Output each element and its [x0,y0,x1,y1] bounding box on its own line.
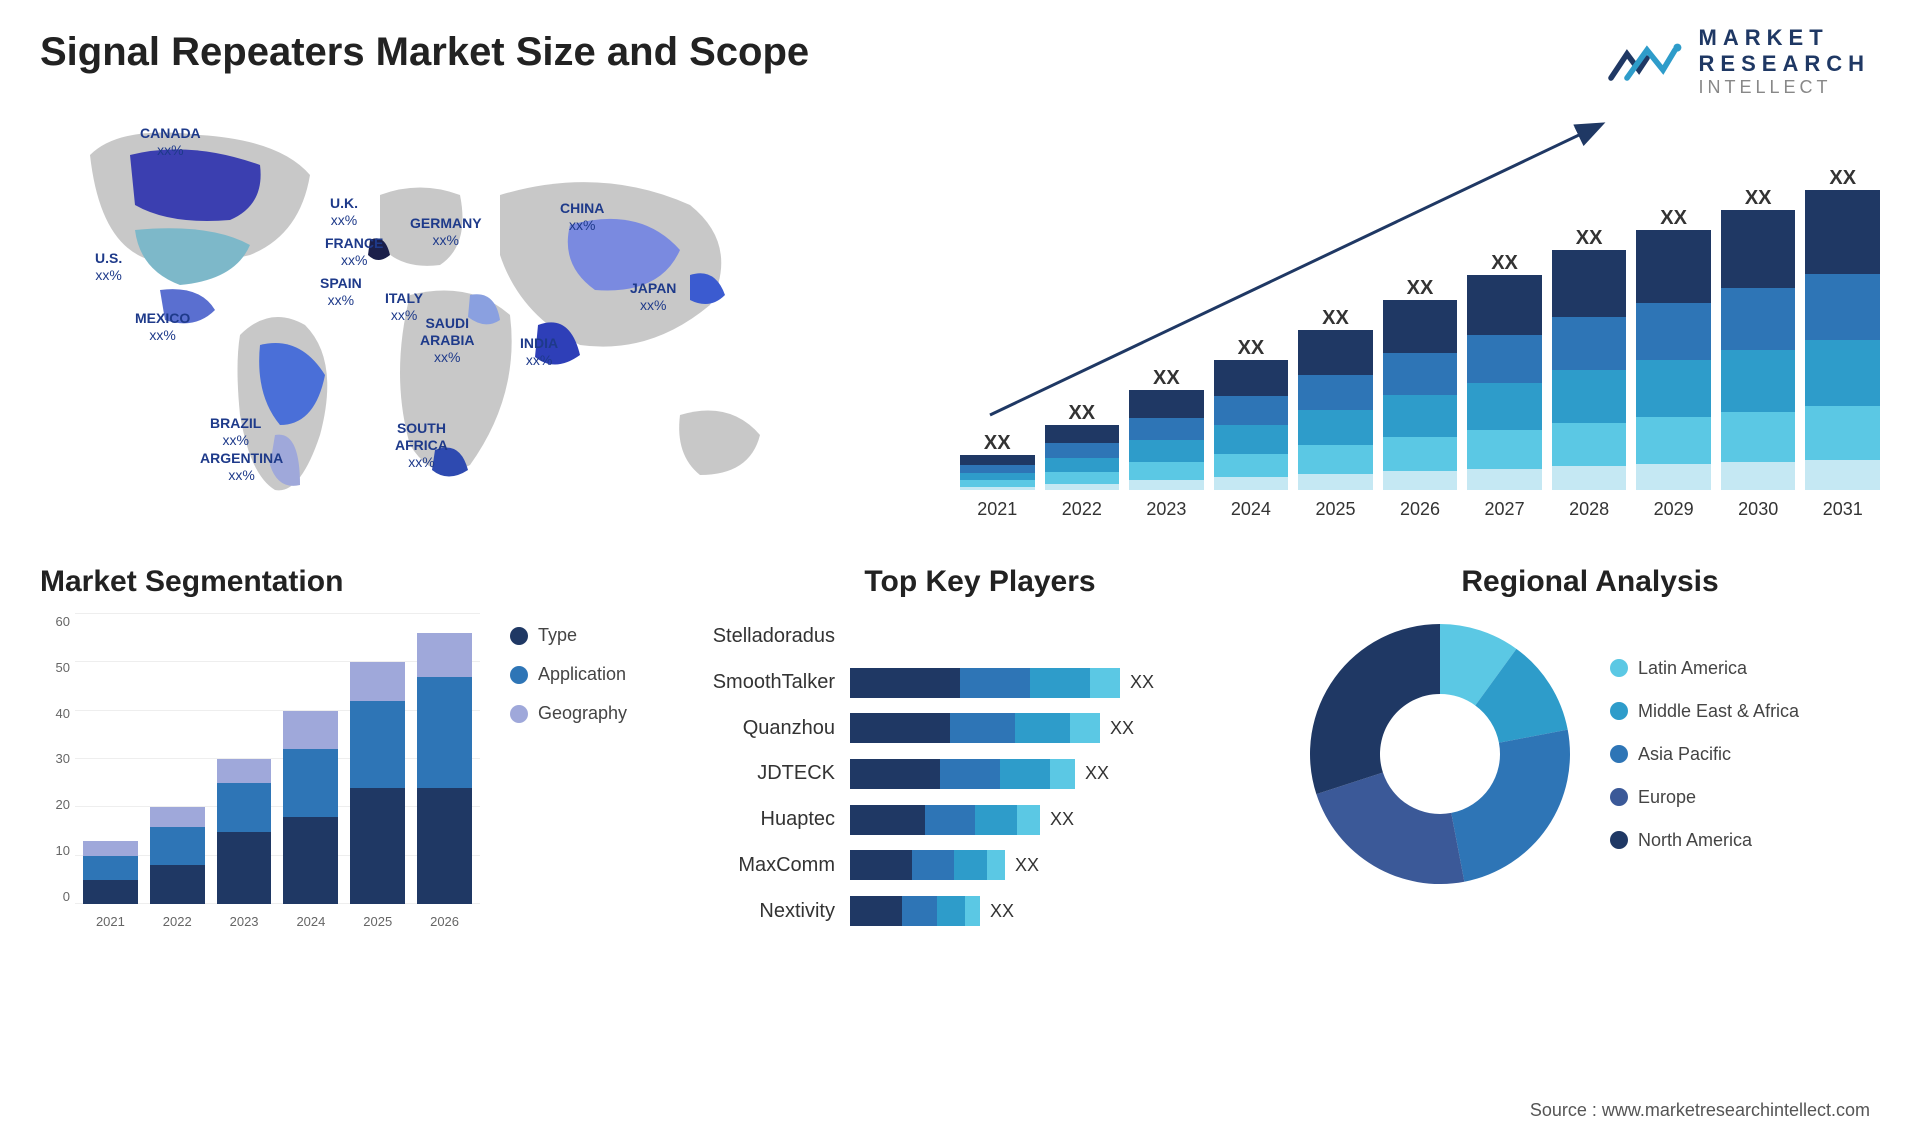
seg-bar-2023 [217,759,272,904]
growth-bar-2025: XX [1298,330,1373,490]
map-label-germany: GERMANYxx% [410,215,482,249]
kp-label-quanzhou: Quanzhou [690,717,850,740]
legend-geography: Geography [510,703,627,724]
donut-slice-europe [1316,773,1464,884]
kp-row-quanzhou: XX [850,712,1270,744]
region-legend-asia-pacific: Asia Pacific [1610,744,1799,765]
kp-row-huaptec: XX [850,804,1270,836]
keyplayers-section: Top Key Players Stelladoradus SmoothTalke… [690,565,1270,945]
logo-icon [1607,32,1687,92]
seg-bar-2022 [150,807,205,904]
map-label-france: FRANCExx% [325,235,383,269]
logo-line1: MARKET [1699,25,1870,51]
segmentation-section: Market Segmentation 0102030405060 202120… [40,565,660,945]
growth-bar-2031: XX [1805,190,1880,490]
region-legend-middle-east---africa: Middle East & Africa [1610,701,1799,722]
regional-title: Regional Analysis [1300,565,1880,599]
map-label-japan: JAPANxx% [630,280,676,314]
map-label-mexico: MEXICOxx% [135,310,190,344]
map-label-spain: SPAINxx% [320,275,362,309]
donut-chart [1300,614,1580,894]
region-legend-europe: Europe [1610,787,1799,808]
kp-label-stelladoradus: Stelladoradus [690,625,850,648]
growth-bar-2021: XX [960,455,1035,490]
growth-bar-2029: XX [1636,230,1711,490]
source-text: Source : www.marketresearchintellect.com [1530,1100,1870,1121]
seg-bar-2025 [350,662,405,904]
regional-legend: Latin America Middle East & Africa Asia Pa… [1610,658,1799,851]
region-legend-latin-america: Latin America [1610,658,1799,679]
region-legend-north-america: North America [1610,830,1799,851]
map-label-canada: CANADAxx% [140,125,201,159]
seg-bar-2026 [417,633,472,904]
seg-bar-2024 [283,711,338,904]
growth-bar-2028: XX [1552,250,1627,490]
growth-bar-2030: XX [1721,210,1796,490]
growth-bar-2023: XX [1129,390,1204,490]
seg-bar-2021 [83,841,138,904]
segmentation-legend: Type Application Geography [510,625,627,724]
map-label-uk: U.K.xx% [330,195,358,229]
kp-row-maxcomm: XX [850,849,1270,881]
kp-label-huaptec: Huaptec [690,808,850,831]
kp-row-nextivity: XX [850,895,1270,927]
growth-bar-2026: XX [1383,300,1458,490]
kp-label-nextivity: Nextivity [690,900,850,923]
segmentation-chart: 0102030405060 202120222023202420252026 [40,614,480,934]
map-label-china: CHINAxx% [560,200,604,234]
brand-logo: MARKET RESEARCH INTELLECT [1607,25,1870,98]
growth-chart: XXXXXXXXXXXXXXXXXXXXXX 20212022202320242… [960,95,1880,525]
kp-row-jdteck: XX [850,758,1270,790]
map-label-italy: ITALYxx% [385,290,423,324]
world-map: CANADAxx% U.S.xx% MEXICOxx% BRAZILxx%ARGENT… [40,95,920,525]
kp-row-smoothtalker: XX [850,667,1270,699]
segmentation-title: Market Segmentation [40,565,660,599]
keyplayers-chart: Stelladoradus SmoothTalker Quanzhou JDTECK H… [690,614,1270,934]
map-label-us: U.S.xx% [95,250,122,284]
kp-label-jdteck: JDTECK [690,762,850,785]
regional-section: Regional Analysis Latin America Middle Ea… [1300,565,1880,945]
map-label-argentina: ARGENTINAxx% [200,450,283,484]
logo-line2: RESEARCH [1699,51,1870,77]
map-label-saudiarabia: SAUDIARABIAxx% [420,315,474,365]
donut-slice-north-america [1310,624,1440,794]
growth-bar-2024: XX [1214,360,1289,490]
donut-slice-asia-pacific [1451,730,1570,882]
growth-bar-2022: XX [1045,425,1120,490]
growth-bar-2027: XX [1467,275,1542,490]
map-label-india: INDIAxx% [520,335,558,369]
keyplayers-title: Top Key Players [690,565,1270,599]
map-label-southafrica: SOUTHAFRICAxx% [395,420,448,470]
legend-application: Application [510,664,627,685]
kp-row-stelladoradus [850,621,1270,653]
page-title: Signal Repeaters Market Size and Scope [40,30,1880,75]
kp-label-smoothtalker: SmoothTalker [690,671,850,694]
kp-label-maxcomm: MaxComm [690,854,850,877]
legend-type: Type [510,625,627,646]
map-label-brazil: BRAZILxx% [210,415,261,449]
